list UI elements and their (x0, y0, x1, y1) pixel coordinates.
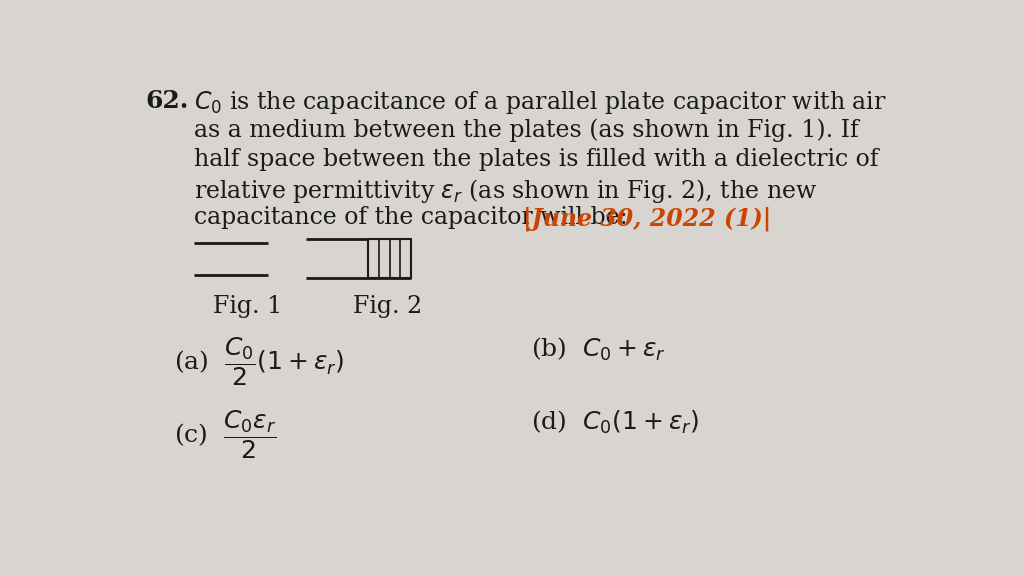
Text: $C_0$ is the capacitance of a parallel plate capacitor with air: $C_0$ is the capacitance of a parallel p… (194, 89, 887, 116)
Text: capacitance of the capacitor will be:: capacitance of the capacitor will be: (194, 206, 628, 229)
Text: (b)  $C_0+\varepsilon_r$: (b) $C_0+\varepsilon_r$ (531, 336, 666, 363)
Text: Fig. 2: Fig. 2 (352, 295, 422, 319)
Text: (d)  $C_0(1+\varepsilon_r)$: (d) $C_0(1+\varepsilon_r)$ (531, 409, 699, 436)
Text: (c)  $\dfrac{C_0\varepsilon_r}{2}$: (c) $\dfrac{C_0\varepsilon_r}{2}$ (174, 409, 276, 461)
Text: 62.: 62. (145, 89, 188, 113)
Text: Fig. 1: Fig. 1 (213, 295, 283, 319)
Bar (369, 239, 411, 278)
Text: relative permittivity $\varepsilon_r$ (as shown in Fig. 2), the new: relative permittivity $\varepsilon_r$ (a… (194, 177, 817, 205)
Text: (a)  $\dfrac{C_0}{2}(1+\varepsilon_r)$: (a) $\dfrac{C_0}{2}(1+\varepsilon_r)$ (174, 336, 345, 388)
Text: |June 30, 2022 (1)|: |June 30, 2022 (1)| (523, 206, 772, 230)
Text: half space between the plates is filled with a dielectric of: half space between the plates is filled … (194, 147, 879, 170)
Text: as a medium between the plates (as shown in Fig. 1). If: as a medium between the plates (as shown… (194, 119, 859, 142)
